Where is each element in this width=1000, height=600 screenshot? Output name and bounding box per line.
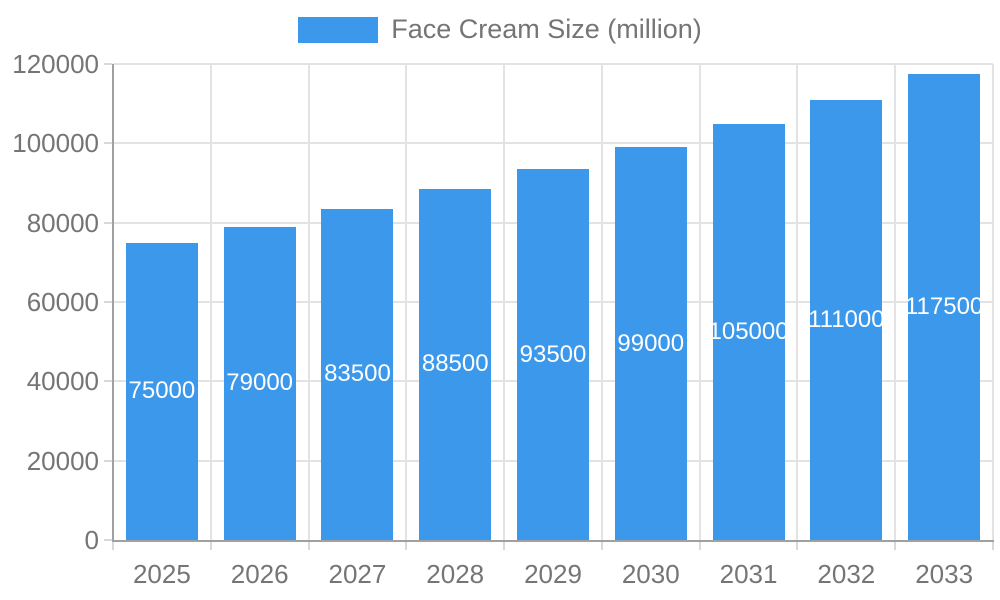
bar-value-label: 79000 [226,369,294,397]
gridline-x [307,64,310,540]
y-tick [104,380,112,383]
y-tick [104,142,112,145]
x-tick [209,542,212,550]
bar-2027[interactable]: 83500 [321,208,394,540]
gridline-y [113,142,993,145]
bar-2028[interactable]: 88500 [419,188,492,540]
gridline-y [113,63,993,65]
y-tick [104,459,112,462]
gridline-x [600,64,603,540]
y-tick-label: 100000 [12,128,99,159]
bar-value-label: 93500 [519,340,587,368]
y-tick-label: 40000 [26,366,99,397]
y-tick [104,301,112,303]
gridline-x [698,64,701,540]
x-tick-label: 2032 [817,559,876,589]
x-tick-label: 2031 [719,559,778,589]
bar-value-label: 99000 [617,329,685,357]
bar-2025[interactable]: 75000 [125,242,198,540]
x-tick [894,542,897,550]
x-tick-label: 2026 [230,559,289,589]
gridline-x [992,64,994,540]
gridline-x [796,64,799,540]
bar-value-label: 105000 [712,317,785,345]
x-tick-label: 2028 [426,559,485,589]
legend-swatch [298,16,379,43]
x-tick [405,542,408,550]
x-axis-line [112,540,994,542]
x-tick [698,542,701,550]
x-tick [307,542,310,550]
x-tick-label: 2027 [328,559,387,589]
y-tick [104,539,112,541]
bar-2026[interactable]: 79000 [223,226,296,540]
y-tick [104,63,112,65]
bar-value-label: 111000 [810,305,883,333]
y-tick-label: 20000 [26,445,99,476]
bar-2029[interactable]: 93500 [517,169,589,540]
x-tick [600,542,603,550]
bar-2032[interactable]: 111000 [810,99,883,540]
y-tick-label: 60000 [26,287,99,317]
x-tick [796,542,799,550]
gridline-x [209,64,212,540]
x-tick [112,542,114,550]
gridline-x [894,64,897,540]
bar-2030[interactable]: 99000 [614,147,687,540]
gridline-x [405,64,408,540]
bar-value-label: 75000 [128,377,196,405]
x-tick-label: 2033 [915,559,974,589]
y-tick-label: 0 [84,525,99,555]
legend-item-face-cream-size[interactable]: Face Cream Size (million) [298,14,702,45]
x-tick-label: 2029 [524,559,582,589]
x-tick [503,542,506,550]
legend-label: Face Cream Size (million) [391,14,702,44]
bar-value-label: 88500 [421,350,489,378]
x-tick-label: 2025 [132,559,191,589]
legend: Face Cream Size (million) [0,14,1000,45]
bar-value-label: 83500 [324,360,391,388]
y-axis-line [112,64,114,542]
bar-2033[interactable]: 117500 [908,73,981,540]
x-tick-label: 2030 [621,559,680,589]
y-tick [104,221,112,224]
y-tick-label: 80000 [26,207,99,238]
bar-value-label: 117500 [908,292,981,320]
y-tick-label: 120000 [12,49,99,79]
gridline-x [503,64,506,540]
x-tick [992,542,994,550]
bar-2031[interactable]: 105000 [712,123,785,540]
